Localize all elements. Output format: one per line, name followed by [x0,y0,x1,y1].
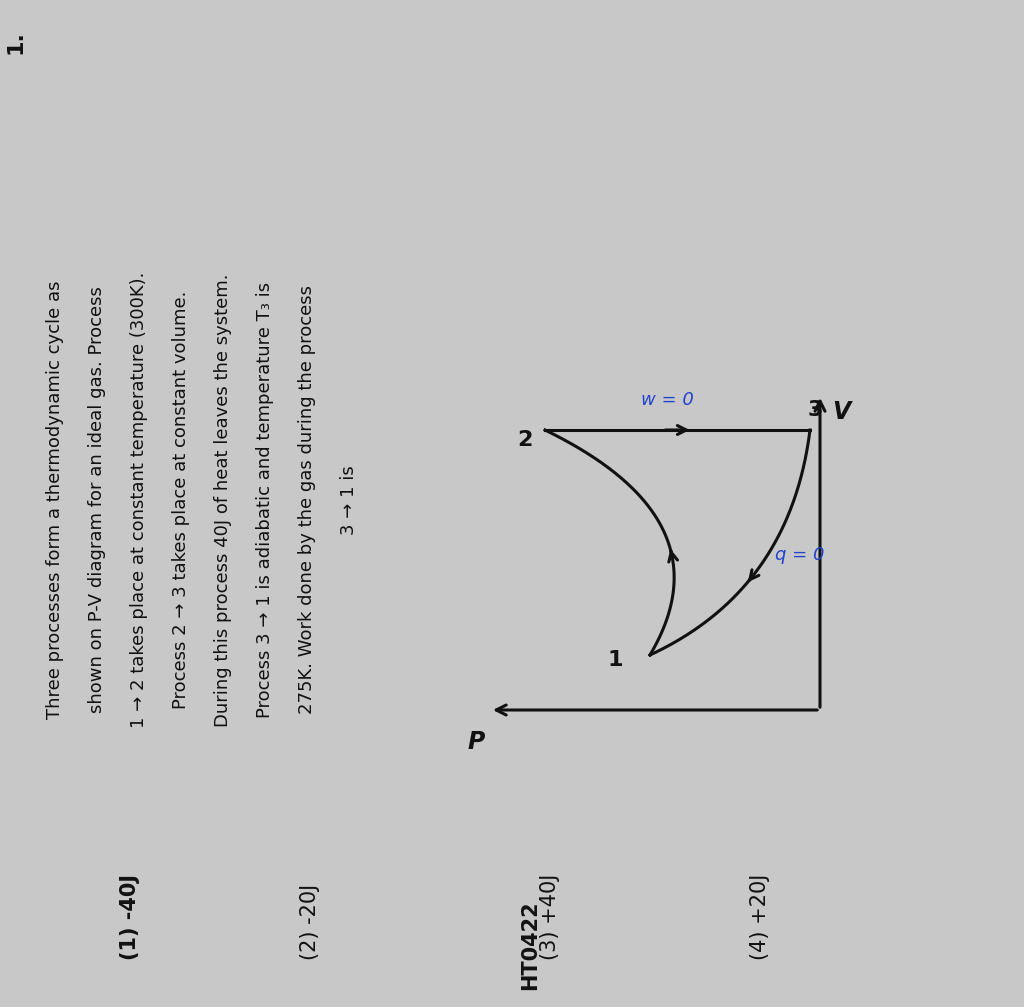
Text: Process 2 → 3 takes place at constant volume.: Process 2 → 3 takes place at constant vo… [172,291,190,709]
Text: V: V [831,400,850,424]
Text: 3 → 1 is: 3 → 1 is [340,465,358,535]
Text: q = 0: q = 0 [775,546,824,564]
Text: (2) -20J: (2) -20J [300,884,319,960]
Text: 3: 3 [807,400,822,420]
Text: (3) +40J: (3) +40J [540,874,560,960]
Text: During this process 40J of heat leaves the system.: During this process 40J of heat leaves t… [214,273,232,727]
Text: shown on P-V diagram for an ideal gas. Process: shown on P-V diagram for an ideal gas. P… [88,287,106,713]
Text: 1 → 2 takes place at constant temperature (300K).: 1 → 2 takes place at constant temperatur… [130,272,148,728]
Text: 1.: 1. [5,30,25,54]
Text: Process 3 → 1 is adiabatic and temperature T₃ is: Process 3 → 1 is adiabatic and temperatu… [256,282,274,718]
Text: 275K. Work done by the gas during the process: 275K. Work done by the gas during the pr… [298,286,316,715]
Text: (1) -40J: (1) -40J [120,874,140,960]
Text: 1: 1 [607,650,623,670]
Text: 2: 2 [517,430,532,450]
Text: P: P [468,730,485,754]
Text: Three processes form a thermodynamic cycle as: Three processes form a thermodynamic cyc… [46,281,65,719]
Text: w = 0: w = 0 [641,391,694,409]
Text: (4) +20J: (4) +20J [750,874,770,960]
Text: HT0422: HT0422 [520,900,540,990]
